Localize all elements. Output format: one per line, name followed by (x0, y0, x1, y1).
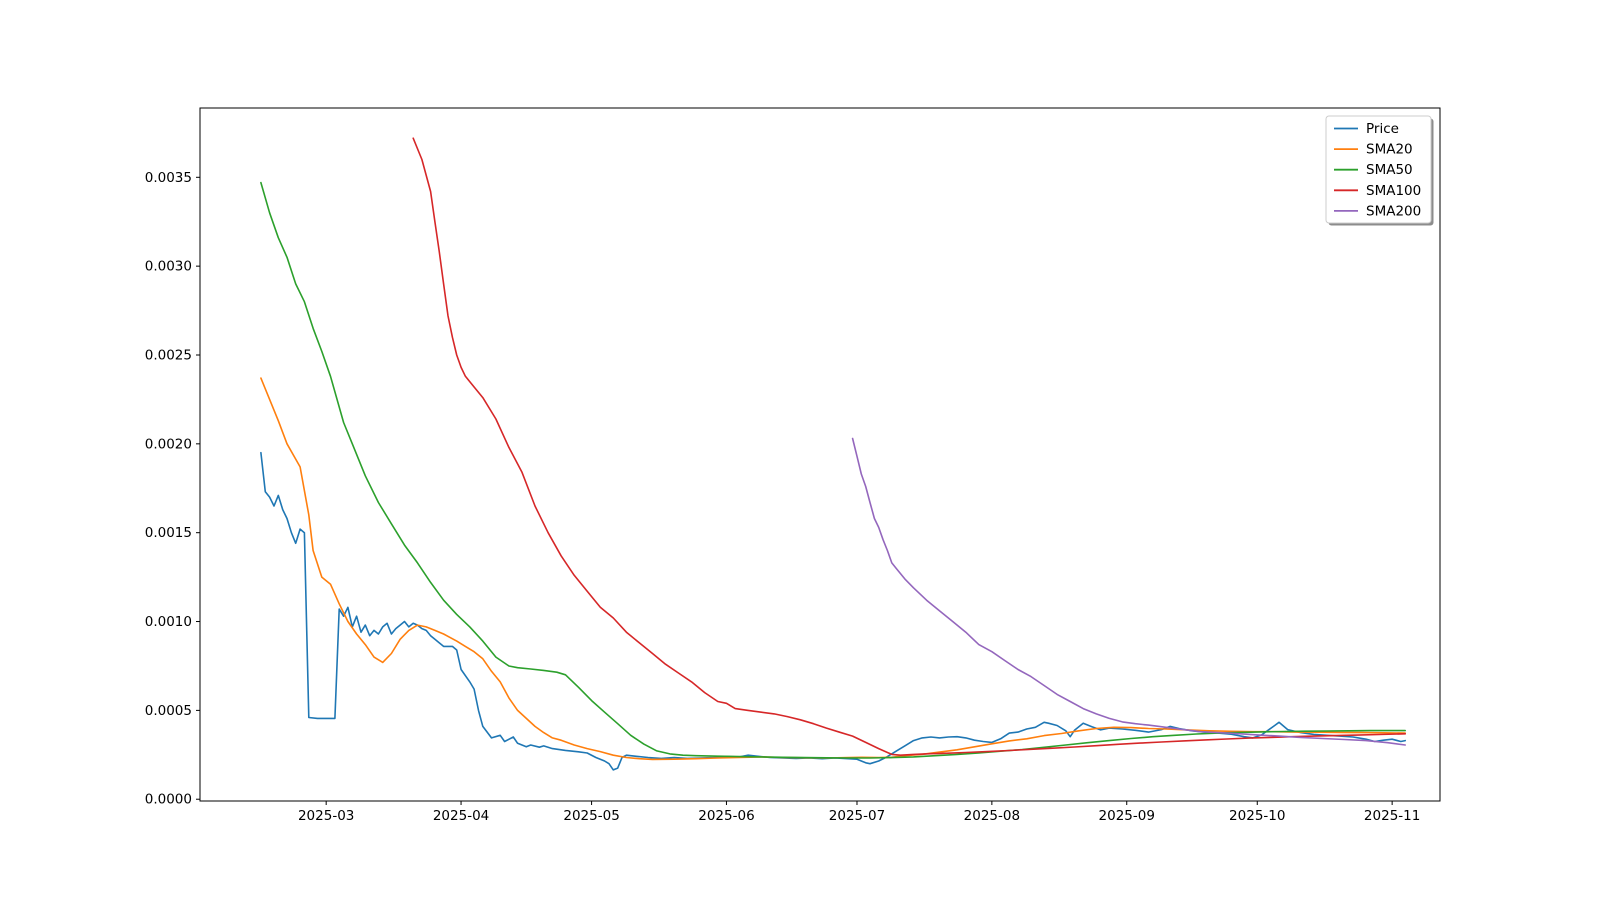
series-line-sma50 (260, 181, 1406, 759)
series-lines (260, 137, 1406, 771)
legend-item-sma50: SMA50 (1334, 162, 1413, 178)
x-tick-label: 2025-06 (698, 808, 754, 824)
legend-label-sma200: SMA200 (1366, 203, 1421, 219)
x-tick-label: 2025-11 (1364, 808, 1420, 824)
legend-label-sma100: SMA100 (1366, 183, 1421, 199)
legend-item-sma20: SMA20 (1334, 142, 1413, 158)
legend: Price SMA20 SMA50 SMA100 SMA200 (1325, 115, 1434, 226)
plot-area (199, 107, 1441, 802)
y-tick-label: 0.0030 (145, 259, 192, 275)
series-line-sma200 (851, 437, 1406, 746)
y-tick-label: 0.0015 (145, 525, 192, 541)
series-line-sma20 (260, 377, 1406, 761)
y-tick-label: 0.0005 (145, 703, 192, 719)
x-tick-label: 2025-07 (829, 808, 885, 824)
x-axis: 2025-03 2025-04 2025-05 2025-06 2025-07 2025-… (298, 801, 1420, 824)
series-line-sma100 (412, 137, 1406, 757)
x-tick-label: 2025-10 (1229, 808, 1285, 824)
y-tick-label: 0.0025 (145, 347, 192, 363)
legend-label-sma20: SMA20 (1366, 142, 1413, 158)
legend-item-sma200: SMA200 (1334, 203, 1421, 219)
legend-item-price: Price (1334, 121, 1399, 137)
y-tick-label: 0.0010 (145, 614, 192, 630)
y-tick-label: 0.0000 (145, 792, 192, 808)
x-tick-label: 2025-04 (433, 808, 489, 824)
x-tick-label: 2025-08 (964, 808, 1020, 824)
legend-box (1325, 115, 1432, 224)
y-tick-label: 0.0020 (145, 436, 192, 452)
x-tick-label: 2025-09 (1099, 808, 1155, 824)
legend-item-sma100: SMA100 (1334, 183, 1421, 199)
legend-label-price: Price (1366, 121, 1399, 137)
y-tick-label: 0.0035 (145, 170, 192, 186)
legend-label-sma50: SMA50 (1366, 162, 1413, 178)
x-tick-label: 2025-05 (563, 808, 619, 824)
y-axis: 0.0000 0.0005 0.0010 0.0015 0.0020 0.0025 0.00… (145, 170, 200, 808)
x-tick-label: 2025-03 (298, 808, 354, 824)
